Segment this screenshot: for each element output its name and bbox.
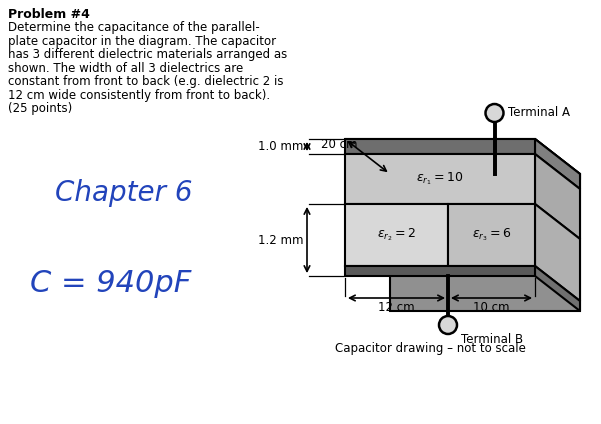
Text: 1.2 mm: 1.2 mm [257, 234, 303, 246]
Text: plate capacitor in the diagram. The capacitor: plate capacitor in the diagram. The capa… [8, 34, 276, 47]
Polygon shape [535, 139, 580, 189]
Text: $\varepsilon_{r_3}=6$: $\varepsilon_{r_3}=6$ [472, 227, 511, 243]
Polygon shape [390, 174, 580, 311]
Text: Capacitor drawing – not to scale: Capacitor drawing – not to scale [335, 342, 525, 355]
Polygon shape [448, 204, 535, 266]
Text: Problem #4: Problem #4 [8, 8, 90, 21]
Polygon shape [535, 204, 580, 301]
Text: C = 940pF: C = 940pF [30, 269, 191, 298]
Text: Chapter 6: Chapter 6 [55, 179, 192, 207]
Text: Terminal B: Terminal B [461, 333, 523, 346]
Polygon shape [535, 154, 580, 239]
Polygon shape [345, 204, 448, 266]
Text: 10 cm: 10 cm [473, 301, 510, 314]
Text: 20 cm: 20 cm [321, 139, 358, 151]
Text: $\varepsilon_{r_1}=10$: $\varepsilon_{r_1}=10$ [416, 171, 463, 187]
Circle shape [486, 104, 504, 122]
Text: constant from front to back (e.g. dielectric 2 is: constant from front to back (e.g. dielec… [8, 75, 284, 88]
Text: 1.0 mm: 1.0 mm [258, 140, 303, 153]
Polygon shape [345, 154, 535, 204]
Polygon shape [345, 139, 580, 174]
Text: Determine the capacitance of the parallel-: Determine the capacitance of the paralle… [8, 21, 260, 34]
Text: has 3 different dielectric materials arranged as: has 3 different dielectric materials arr… [8, 48, 287, 61]
Text: (25 points): (25 points) [8, 102, 72, 115]
Circle shape [439, 316, 457, 334]
Polygon shape [535, 266, 580, 311]
Text: shown. The width of all 3 dielectrics are: shown. The width of all 3 dielectrics ar… [8, 61, 243, 75]
Text: 12 cm wide consistently from front to back).: 12 cm wide consistently from front to ba… [8, 89, 270, 101]
Text: Terminal A: Terminal A [507, 106, 570, 120]
Text: $\varepsilon_{r_2}=2$: $\varepsilon_{r_2}=2$ [377, 227, 416, 243]
Text: 12 cm: 12 cm [378, 301, 415, 314]
Polygon shape [345, 139, 535, 154]
Polygon shape [345, 266, 535, 276]
Polygon shape [535, 139, 580, 178]
